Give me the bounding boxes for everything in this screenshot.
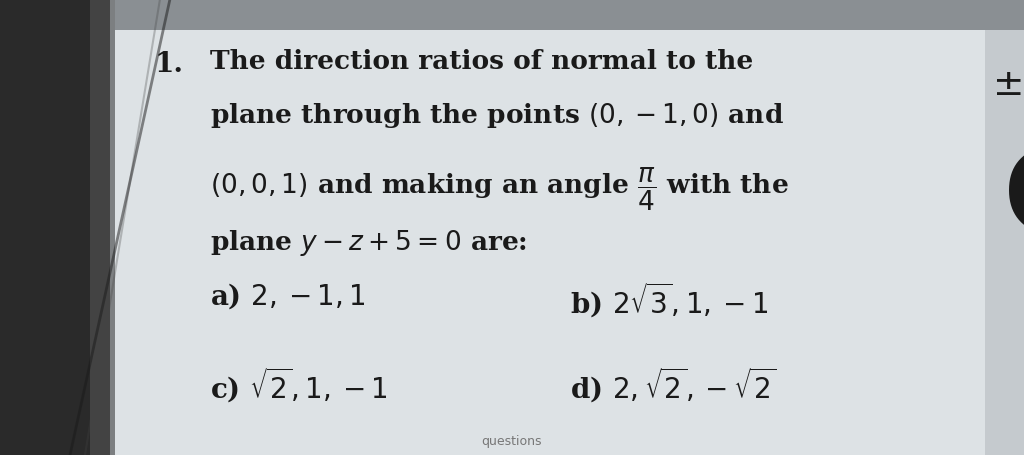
Bar [115, 0, 985, 455]
Bar [985, 0, 1024, 31]
Text: (: ( [1000, 146, 1024, 238]
Text: b) $2\sqrt{3},1,-1$: b) $2\sqrt{3},1,-1$ [570, 280, 768, 320]
Text: d) $2,\sqrt{2},-\sqrt{2}$: d) $2,\sqrt{2},-\sqrt{2}$ [570, 365, 776, 404]
Text: plane $y-z+5=0$ are:: plane $y-z+5=0$ are: [210, 228, 527, 258]
Bar [115, 0, 985, 31]
Text: 1.: 1. [155, 51, 184, 78]
Text: The direction ratios of normal to the: The direction ratios of normal to the [210, 49, 754, 74]
Text: $(0,0,1)$ and making an angle $\dfrac{\pi}{4}$ with the: $(0,0,1)$ and making an angle $\dfrac{\p… [210, 166, 788, 213]
Bar [90, 0, 120, 455]
Text: questions: questions [481, 434, 543, 447]
Text: a) $2,-1,1$: a) $2,-1,1$ [210, 280, 366, 310]
Text: plane through the points $(0,-1,0)$ and: plane through the points $(0,-1,0)$ and [210, 101, 784, 130]
Text: c) $\sqrt{2},1,-1$: c) $\sqrt{2},1,-1$ [210, 365, 388, 404]
Text: $\pm$: $\pm$ [992, 66, 1022, 103]
Bar [985, 0, 1024, 455]
Bar [0, 0, 110, 455]
